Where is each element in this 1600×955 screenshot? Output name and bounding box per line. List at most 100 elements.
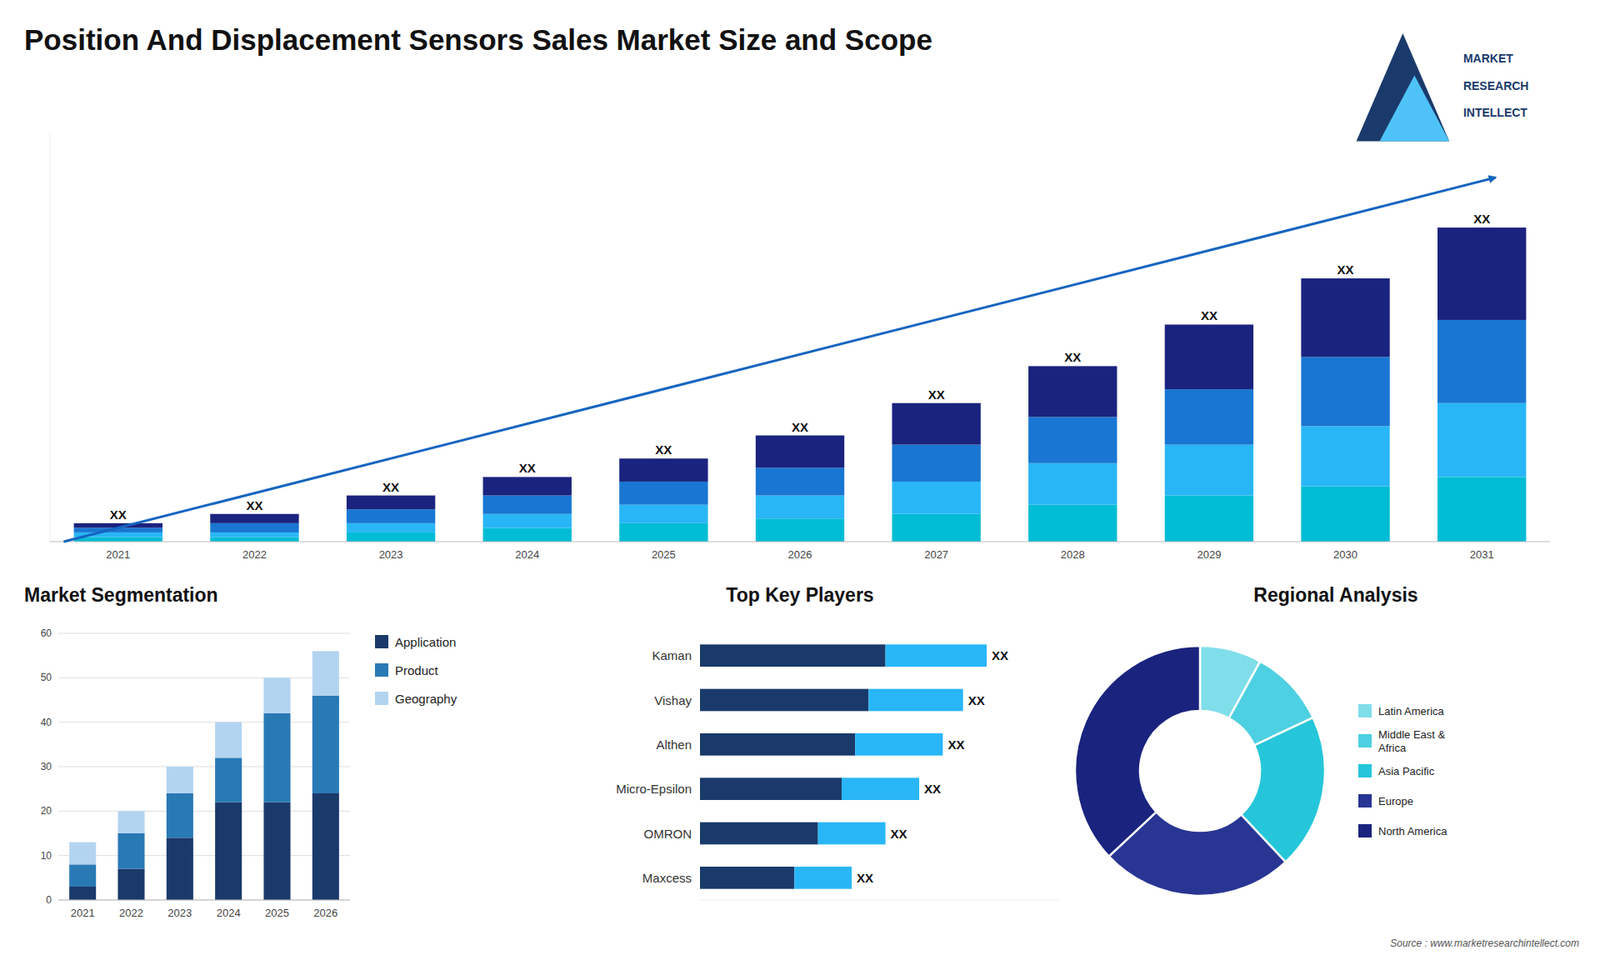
bar-segment (1165, 495, 1254, 542)
x-tick-label: 2022 (242, 548, 267, 561)
bar-segment (166, 837, 194, 900)
bar-segment (755, 518, 845, 542)
bar-segment (483, 495, 572, 515)
bar-segment (210, 514, 299, 524)
bars (74, 227, 1527, 542)
bars (700, 644, 987, 889)
chart-title: Top Key Players (725, 584, 874, 606)
bar-segment (868, 689, 963, 712)
y-tick-label: Micro-Epsilon (615, 781, 692, 796)
bar-segment (1028, 365, 1117, 417)
bar-annotation: XX (1200, 308, 1218, 323)
bar-segment (210, 523, 299, 533)
x-axis-line (700, 900, 1059, 901)
bar-segment (483, 476, 572, 495)
y-axis-line (50, 133, 51, 542)
bar-annotation: XX (890, 826, 908, 841)
bar-segment (700, 689, 869, 712)
bar-segment (346, 495, 435, 510)
logo: MARKETRESEARCHINTELLECT (1356, 33, 1530, 142)
bar-annotation: XX (791, 420, 809, 435)
bars (69, 650, 340, 900)
bar-segment (794, 866, 852, 890)
donut (1075, 645, 1325, 896)
bar-segment (69, 864, 96, 887)
bar-segment (1165, 389, 1254, 445)
bar-segment (215, 757, 242, 802)
y-tick-label: Kaman (651, 648, 692, 663)
legend-swatch (1358, 734, 1372, 748)
bar-annotation: XX (655, 442, 672, 457)
bar-annotation: XX (968, 693, 985, 708)
y-tick-label: 40 (40, 716, 53, 729)
bar-segment (700, 822, 819, 845)
bar-annotation: XX (947, 737, 965, 752)
bar-segment (1437, 403, 1526, 478)
bar-annotation: XX (519, 460, 536, 475)
bar-segment (312, 650, 340, 695)
x-tick-label: 2022 (119, 906, 144, 920)
bar-segment (263, 802, 290, 900)
bar-segment (755, 435, 845, 469)
x-tick-label: 2030 (1333, 548, 1358, 561)
legend-label: Latin America (1378, 705, 1445, 718)
x-tick-label: 2031 (1470, 548, 1495, 561)
bar-segment (263, 677, 290, 714)
bar-segment (855, 733, 943, 756)
legend: Latin AmericaMiddle East &AfricaAsia Pac… (1358, 704, 1448, 838)
legend-label: North America (1378, 825, 1448, 838)
bar-annotation: XX (1473, 211, 1490, 226)
bar-segment (346, 523, 435, 533)
bar-segment (346, 509, 435, 524)
bar-segment (891, 403, 980, 445)
bar-segment (312, 793, 340, 900)
grid-line (58, 766, 350, 768)
legend-label: Geography (395, 691, 458, 706)
x-tick-label: 2021 (105, 548, 130, 561)
legend-swatch (1358, 764, 1372, 778)
bar-annotation: XX (1064, 350, 1081, 365)
legend-label: Application (395, 635, 456, 650)
bar-segment (69, 842, 96, 865)
y-tick-label: 10 (40, 850, 53, 862)
bar-annotation: XX (382, 480, 400, 495)
bar-segment (483, 527, 572, 542)
bar-annotation: XX (924, 781, 941, 796)
bar-annotation: XX (856, 870, 874, 885)
y-tick-label: 30 (40, 760, 53, 773)
bar-segment (210, 536, 299, 542)
x-tick-label: 2023 (379, 548, 404, 561)
x-tick-label: 2025 (651, 548, 676, 561)
legend: Application Product Geography (375, 635, 458, 706)
legend-label: Product (395, 663, 440, 678)
bar-segment (312, 695, 340, 794)
bar-segment (210, 532, 299, 538)
x-tick-label: 2021 (70, 906, 95, 920)
bar-segment (700, 644, 886, 667)
source-text: Source : www.marketresearchintellect.com (1390, 937, 1580, 950)
x-tick-label: 2026 (313, 906, 338, 920)
bar-segment (117, 810, 145, 834)
bar-segment (483, 514, 572, 529)
bar-segment (885, 644, 987, 667)
x-axis-line (58, 900, 350, 901)
bar-segment (755, 467, 845, 495)
main-title: Position And Displacement Sensors Sales … (24, 21, 1008, 59)
bar-segment (215, 802, 242, 900)
legend-label: Europe (1378, 795, 1414, 808)
bar-segment (1437, 320, 1526, 404)
bar-segment (1300, 425, 1390, 486)
chart-title: Market Segmentation (24, 584, 219, 606)
bar-segment (891, 445, 980, 482)
trend-arrow (63, 177, 1495, 542)
bar-segment (1437, 227, 1526, 320)
legend-swatch (375, 635, 389, 649)
grid-line (58, 677, 350, 679)
bar-segment (166, 793, 194, 838)
x-tick-label: 2024 (515, 548, 540, 561)
donut-slice (1075, 645, 1200, 857)
grid-line (58, 855, 350, 856)
text-line: Africa (1378, 740, 1407, 754)
chart-title: Regional Analysis (1253, 584, 1418, 606)
bar-segment (619, 523, 708, 542)
